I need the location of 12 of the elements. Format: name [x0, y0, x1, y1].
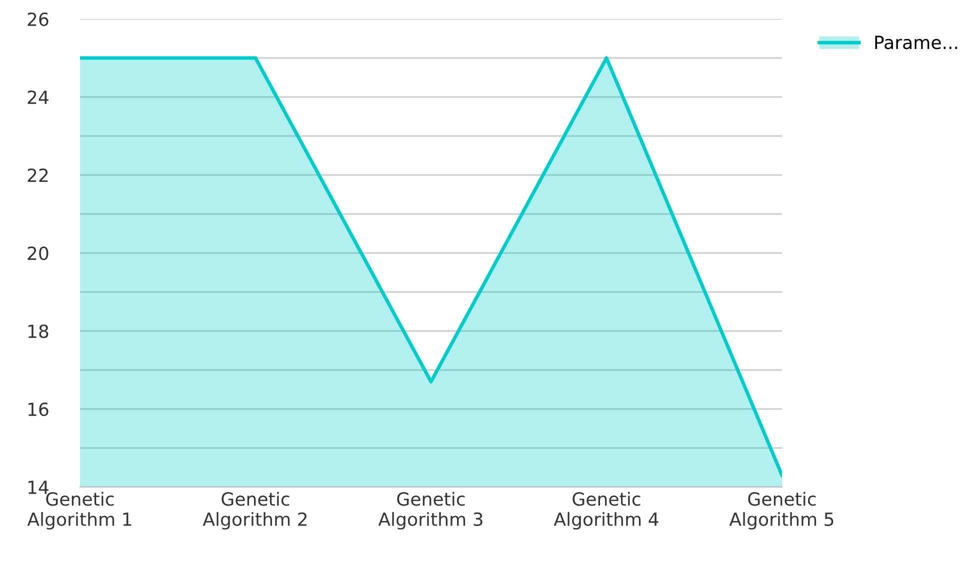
y-tick-label: 18 — [28, 324, 48, 338]
y-tick-label: 24 — [28, 90, 48, 104]
legend-label: Parame... — [875, 36, 958, 50]
y-tick-label: 14 — [28, 480, 48, 494]
y-tick-label: 16 — [28, 402, 48, 416]
x-tick-label: Genetic Algorithm 4 — [554, 492, 658, 530]
x-tick-label: Genetic Algorithm 2 — [202, 492, 307, 530]
y-tick-label: 20 — [28, 246, 48, 260]
y-tick-label: 22 — [28, 168, 48, 182]
y-tick-label: 26 — [28, 12, 48, 26]
x-tick-label: Genetic Algorithm 3 — [378, 492, 482, 530]
x-tick-label: Genetic Algorithm 5 — [729, 492, 834, 530]
